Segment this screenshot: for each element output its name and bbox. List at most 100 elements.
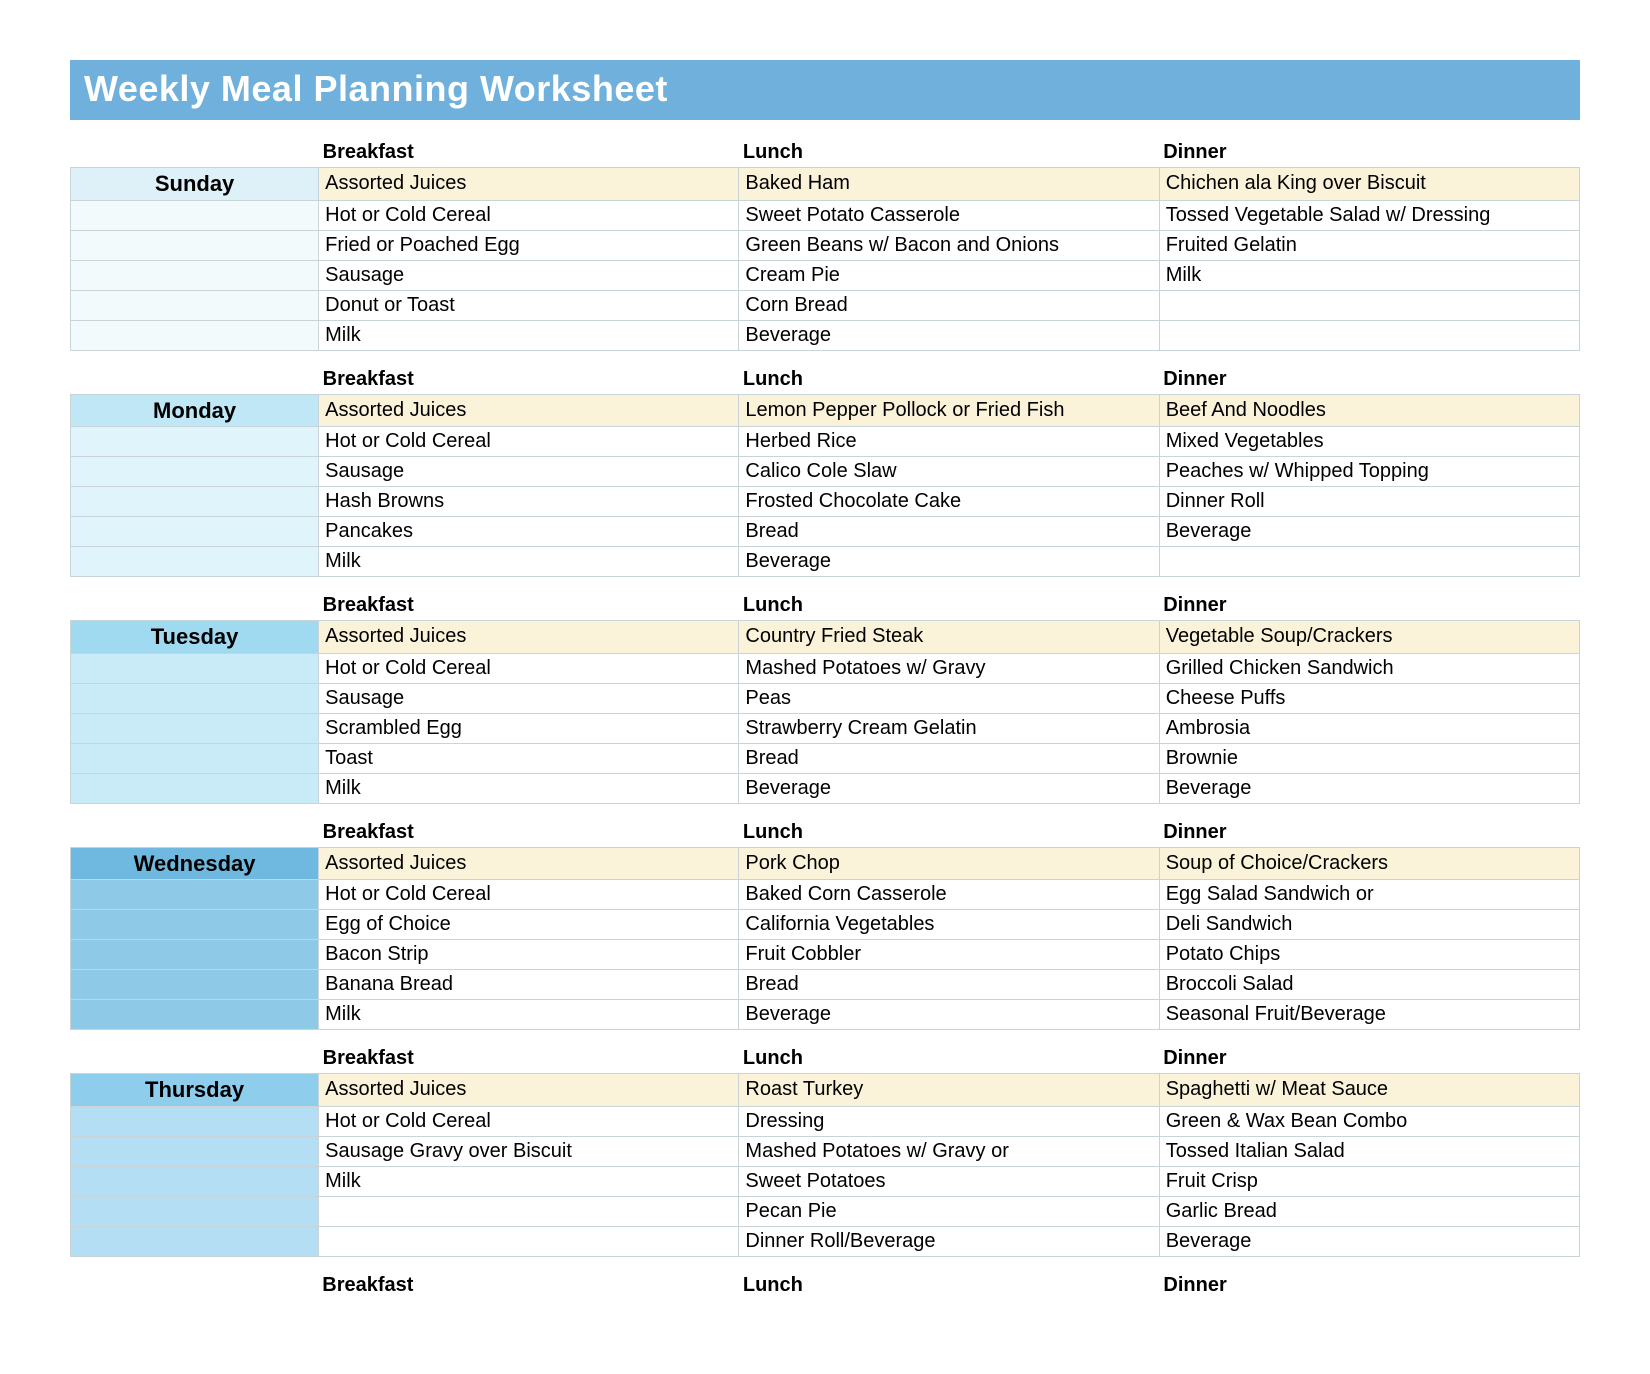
day-side-cell bbox=[71, 427, 319, 457]
meal-cell: Milk bbox=[319, 1000, 739, 1030]
meal-row: Hot or Cold CerealDressingGreen & Wax Be… bbox=[71, 1106, 1580, 1136]
meal-cell bbox=[1159, 547, 1579, 577]
day-side-cell bbox=[71, 457, 319, 487]
meal-cell: Bacon Strip bbox=[319, 940, 739, 970]
meal-row: SausagePeasCheese Puffs bbox=[71, 683, 1580, 713]
meal-header: Breakfast bbox=[319, 1044, 739, 1074]
meal-header: Dinner bbox=[1159, 1044, 1579, 1074]
meal-row: MilkSweet PotatoesFruit Crisp bbox=[71, 1166, 1580, 1196]
meal-cell: Assorted Juices bbox=[319, 394, 739, 427]
header-spacer bbox=[71, 818, 319, 848]
meal-cell: Garlic Bread bbox=[1159, 1196, 1579, 1226]
header-spacer bbox=[71, 591, 319, 621]
day-side-cell bbox=[71, 713, 319, 743]
day-side-cell bbox=[71, 290, 319, 320]
meal-row: Dinner Roll/Beverage Beverage bbox=[71, 1226, 1580, 1256]
meal-header: Lunch bbox=[739, 138, 1159, 168]
meal-cell: Hash Browns bbox=[319, 487, 739, 517]
meal-cell: Egg of Choice bbox=[319, 910, 739, 940]
meal-cell: Pancakes bbox=[319, 517, 739, 547]
meal-cell: Green Beans w/ Bacon and Onions bbox=[739, 230, 1159, 260]
day-side-cell bbox=[71, 517, 319, 547]
day-side-cell bbox=[71, 653, 319, 683]
day-table: BreakfastLunchDinnerMondayAssorted Juice… bbox=[70, 365, 1580, 578]
meal-cell: Frosted Chocolate Cake bbox=[739, 487, 1159, 517]
meal-row: SausageCream PieMilk bbox=[71, 260, 1580, 290]
day-side-cell bbox=[71, 200, 319, 230]
meal-row: Hot or Cold CerealBaked Corn CasseroleEg… bbox=[71, 880, 1580, 910]
meal-cell: Corn Bread bbox=[739, 290, 1159, 320]
meal-cell: Assorted Juices bbox=[319, 847, 739, 880]
meal-cell: Sausage bbox=[319, 260, 739, 290]
meal-header: Breakfast bbox=[319, 818, 739, 848]
day-name: Monday bbox=[71, 394, 319, 427]
meal-cell: Ambrosia bbox=[1159, 713, 1579, 743]
meal-cell: Beverage bbox=[739, 547, 1159, 577]
meal-row: TuesdayAssorted JuicesCountry Fried Stea… bbox=[71, 621, 1580, 654]
meal-cell: Bread bbox=[739, 743, 1159, 773]
meal-cell: Beef And Noodles bbox=[1159, 394, 1579, 427]
meal-cell: Banana Bread bbox=[319, 970, 739, 1000]
meal-row: Hot or Cold CerealMashed Potatoes w/ Gra… bbox=[71, 653, 1580, 683]
meal-cell bbox=[319, 1196, 739, 1226]
meal-cell: Assorted Juices bbox=[319, 621, 739, 654]
meal-cell: Hot or Cold Cereal bbox=[319, 880, 739, 910]
meal-header: Dinner bbox=[1159, 365, 1579, 395]
meal-cell: Milk bbox=[319, 1166, 739, 1196]
day-table: BreakfastLunchDinnerSundayAssorted Juice… bbox=[70, 138, 1580, 351]
meal-cell: Calico Cole Slaw bbox=[739, 457, 1159, 487]
meal-cell: Mixed Vegetables bbox=[1159, 427, 1579, 457]
meal-row: ToastBreadBrownie bbox=[71, 743, 1580, 773]
day-side-cell bbox=[71, 230, 319, 260]
meal-row: Pecan PieGarlic Bread bbox=[71, 1196, 1580, 1226]
day-side-cell bbox=[71, 320, 319, 350]
day-name: Tuesday bbox=[71, 621, 319, 654]
meal-cell: Donut or Toast bbox=[319, 290, 739, 320]
meal-cell: Fruited Gelatin bbox=[1159, 230, 1579, 260]
meal-cell: Dinner Roll bbox=[1159, 487, 1579, 517]
day-name: Sunday bbox=[71, 168, 319, 201]
day-table: BreakfastLunchDinnerWednesdayAssorted Ju… bbox=[70, 818, 1580, 1031]
meal-cell bbox=[319, 1226, 739, 1256]
day-block: BreakfastLunchDinnerMondayAssorted Juice… bbox=[70, 365, 1580, 578]
day-side-cell bbox=[71, 487, 319, 517]
header-spacer bbox=[71, 138, 319, 168]
meal-row: MilkBeverage bbox=[71, 547, 1580, 577]
meal-cell: Milk bbox=[1159, 260, 1579, 290]
day-side-cell bbox=[71, 683, 319, 713]
meal-cell: Vegetable Soup/Crackers bbox=[1159, 621, 1579, 654]
meal-row: Egg of ChoiceCalifornia VegetablesDeli S… bbox=[71, 910, 1580, 940]
meal-cell: Cream Pie bbox=[739, 260, 1159, 290]
meal-header: Breakfast bbox=[319, 365, 739, 395]
day-table: BreakfastLunchDinnerThursdayAssorted Jui… bbox=[70, 1044, 1580, 1257]
meal-cell: Assorted Juices bbox=[319, 1074, 739, 1107]
meal-row: MilkBeverageBeverage bbox=[71, 773, 1580, 803]
meal-row: Bacon StripFruit CobblerPotato Chips bbox=[71, 940, 1580, 970]
day-table: BreakfastLunchDinnerTuesdayAssorted Juic… bbox=[70, 591, 1580, 804]
meal-cell: Sweet Potatoes bbox=[739, 1166, 1159, 1196]
meal-cell: Chichen ala King over Biscuit bbox=[1159, 168, 1579, 201]
meal-cell: Bread bbox=[739, 517, 1159, 547]
meal-cell: Beverage bbox=[739, 1000, 1159, 1030]
meal-cell: Sausage Gravy over Biscuit bbox=[319, 1136, 739, 1166]
meal-cell: Beverage bbox=[739, 320, 1159, 350]
day-block: BreakfastLunchDinnerTuesdayAssorted Juic… bbox=[70, 591, 1580, 804]
day-block: BreakfastLunchDinnerWednesdayAssorted Ju… bbox=[70, 818, 1580, 1031]
meal-cell: Egg Salad Sandwich or bbox=[1159, 880, 1579, 910]
meal-header: Lunch bbox=[739, 1044, 1159, 1074]
meal-cell: Hot or Cold Cereal bbox=[319, 200, 739, 230]
meal-plan-sheet: BreakfastLunchDinnerSundayAssorted Juice… bbox=[70, 138, 1580, 1300]
meal-header: Breakfast bbox=[319, 591, 739, 621]
meal-row: WednesdayAssorted JuicesPork ChopSoup of… bbox=[71, 847, 1580, 880]
meal-row: ThursdayAssorted JuicesRoast TurkeySpagh… bbox=[71, 1074, 1580, 1107]
meal-row: Banana BreadBreadBroccoli Salad bbox=[71, 970, 1580, 1000]
meal-row: Donut or ToastCorn Bread bbox=[71, 290, 1580, 320]
meal-cell: Green & Wax Bean Combo bbox=[1159, 1106, 1579, 1136]
day-name: Thursday bbox=[71, 1074, 319, 1107]
day-side-cell bbox=[71, 1106, 319, 1136]
meal-cell: Brownie bbox=[1159, 743, 1579, 773]
meal-cell: Potato Chips bbox=[1159, 940, 1579, 970]
meal-cell: Milk bbox=[319, 773, 739, 803]
meal-cell: Dressing bbox=[739, 1106, 1159, 1136]
meal-cell: Hot or Cold Cereal bbox=[319, 653, 739, 683]
